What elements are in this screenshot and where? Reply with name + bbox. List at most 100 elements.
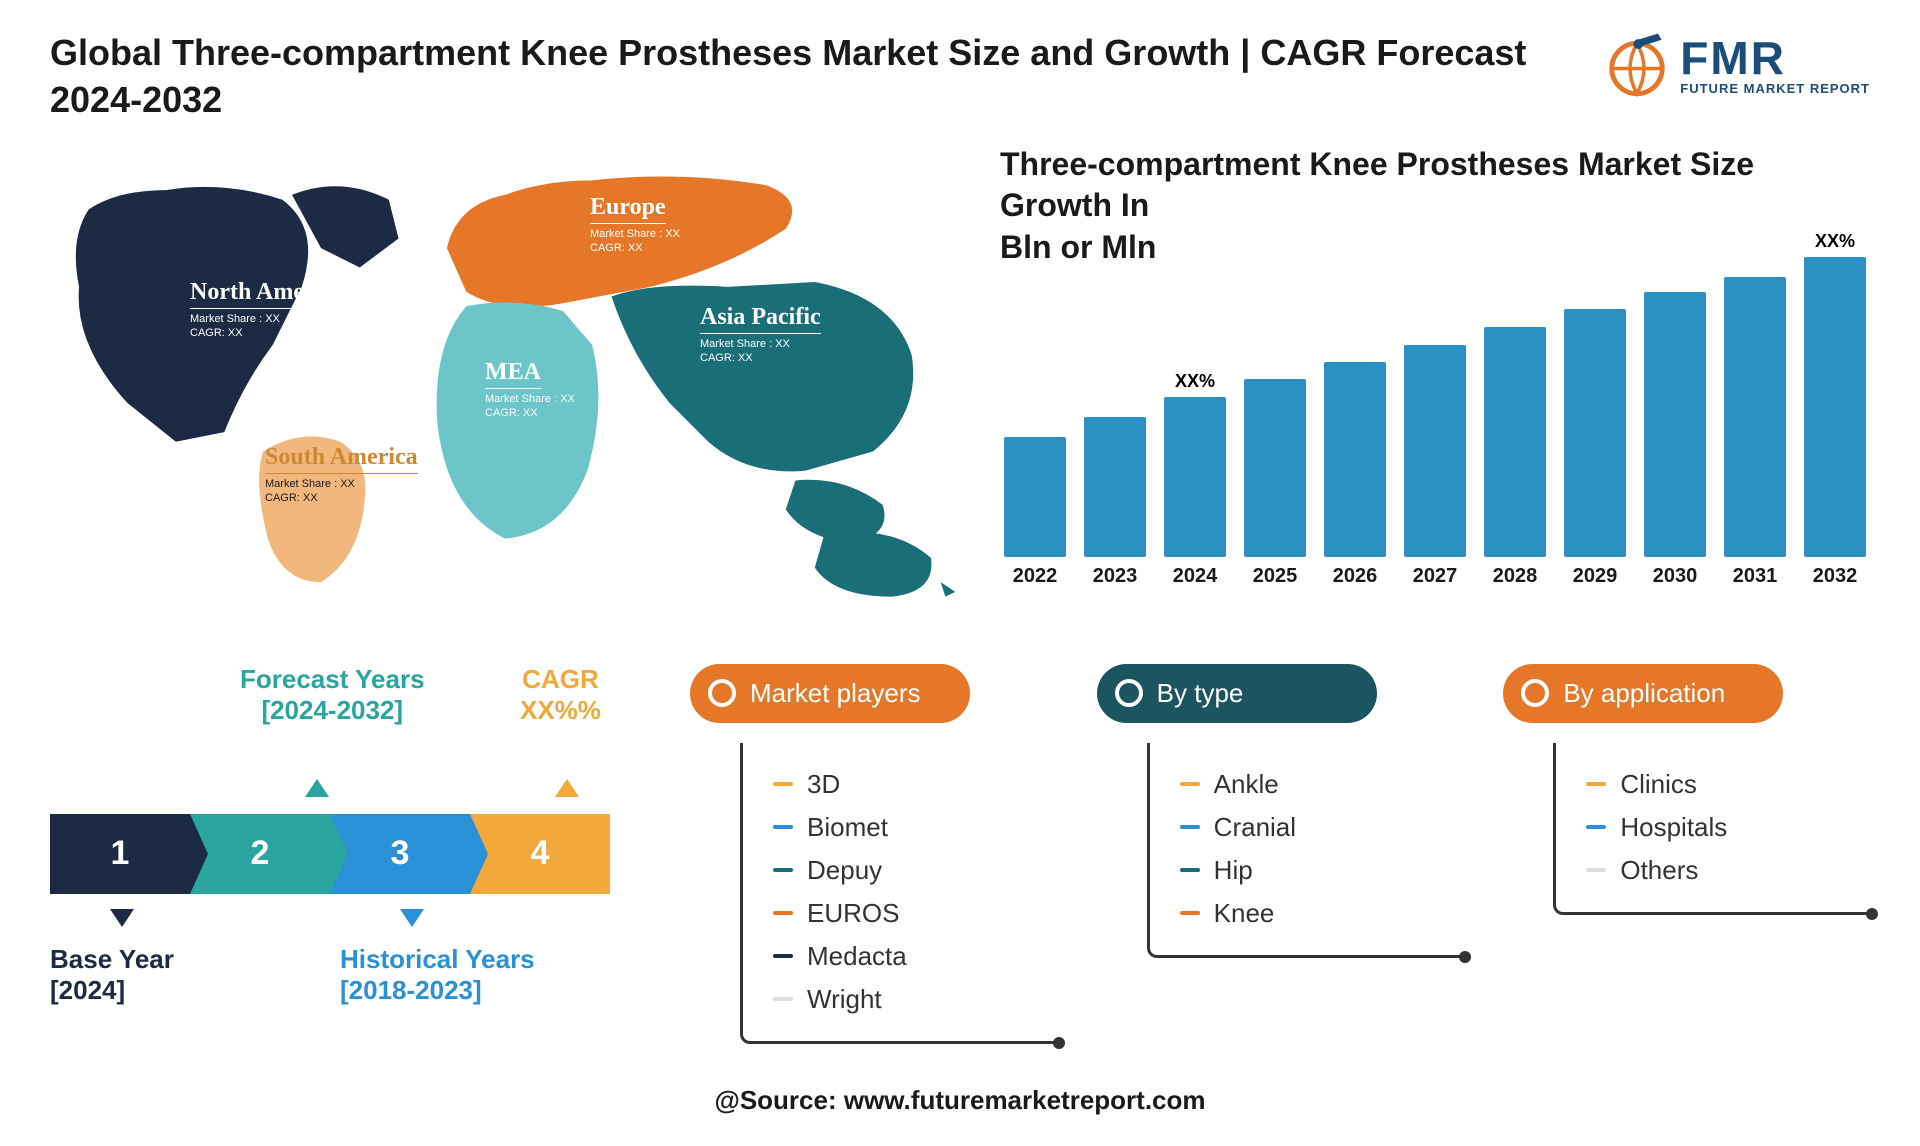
world-map: North America Market Share : XX CAGR: XX…	[50, 144, 960, 604]
region-mea: MEA Market Share : XX CAGR: XX	[485, 359, 575, 421]
category-item-label: Knee	[1214, 898, 1275, 929]
bar: XX%2024	[1164, 397, 1226, 588]
category-item: Others	[1586, 849, 1840, 892]
region-share: Market Share : XX	[590, 227, 680, 241]
bar-annotation: XX%	[1815, 231, 1855, 252]
tick-icon	[773, 782, 793, 786]
category-item-label: 3D	[807, 769, 840, 800]
bar-year-label: 2029	[1573, 565, 1618, 588]
arrow-up-icon	[305, 779, 329, 797]
base-year-label: Base Year [2024]	[50, 944, 174, 1006]
category-item-label: Medacta	[807, 941, 907, 972]
bar: 2030	[1644, 292, 1706, 588]
category-item: Hospitals	[1586, 806, 1840, 849]
bar-rect	[1644, 292, 1706, 557]
category-item: Medacta	[773, 935, 1027, 978]
category-item-label: Wright	[807, 984, 882, 1015]
category-item: Knee	[1180, 892, 1434, 935]
tick-icon	[1180, 868, 1200, 872]
tick-icon	[1586, 868, 1606, 872]
category-body: 3D Biomet Depuy EUROS Medacta Wright	[740, 743, 1057, 1044]
bar-rect	[1084, 417, 1146, 557]
bar: 2029	[1564, 309, 1626, 588]
timeline-segment: 1	[50, 814, 190, 894]
category-column: By type Ankle Cranial Hip Knee	[1097, 664, 1464, 1044]
timeline-segment: 2	[190, 814, 330, 894]
region-cagr: CAGR: XX	[265, 491, 418, 505]
category-header: By type	[1097, 664, 1377, 723]
region-title: Europe	[590, 194, 666, 224]
logo-subtext: FUTURE MARKET REPORT	[1680, 81, 1870, 96]
timeline-segment: 3	[330, 814, 470, 894]
tick-icon	[1180, 782, 1200, 786]
bar: 2031	[1724, 277, 1786, 588]
category-column: By applicationClinicsHospitalsOthers	[1503, 664, 1870, 1044]
category-item-label: Others	[1620, 855, 1698, 886]
globe-telescope-icon	[1602, 30, 1672, 100]
category-item: Cranial	[1180, 806, 1434, 849]
bar-rect	[1004, 437, 1066, 557]
tick-icon	[773, 825, 793, 829]
cagr-label: CAGR XX%%	[520, 664, 601, 726]
bar: 2023	[1084, 417, 1146, 588]
category-item-label: Hip	[1214, 855, 1253, 886]
region-north-america: North America Market Share : XX CAGR: XX	[190, 279, 344, 341]
region-title: North America	[190, 279, 344, 309]
category-item: Clinics	[1586, 763, 1840, 806]
bar-rect	[1564, 309, 1626, 557]
tick-icon	[773, 911, 793, 915]
historical-years-label: Historical Years [2018-2023]	[340, 944, 535, 1006]
bar-year-label: 2030	[1653, 565, 1698, 588]
category-item: Depuy	[773, 849, 1027, 892]
region-title: Asia Pacific	[700, 304, 821, 334]
bar-rect	[1804, 257, 1866, 557]
bar-year-label: 2024	[1173, 565, 1218, 588]
region-south-america: South America Market Share : XX CAGR: XX	[265, 444, 418, 506]
category-item: Ankle	[1180, 763, 1434, 806]
region-share: Market Share : XX	[265, 477, 418, 491]
tick-icon	[1180, 825, 1200, 829]
bar-year-label: 2032	[1813, 565, 1858, 588]
bar: 2027	[1404, 345, 1466, 588]
tick-icon	[1180, 911, 1200, 915]
bar: 2026	[1324, 362, 1386, 588]
bar-year-label: 2031	[1733, 565, 1778, 588]
bar: XX%2032	[1804, 257, 1866, 588]
region-cagr: CAGR: XX	[485, 406, 575, 420]
arrow-up-icon	[555, 779, 579, 797]
bar-rect	[1724, 277, 1786, 557]
category-item-label: Cranial	[1214, 812, 1296, 843]
region-cagr: CAGR: XX	[700, 351, 821, 365]
category-item-label: EUROS	[807, 898, 899, 929]
tick-icon	[773, 868, 793, 872]
source-text: @Source: www.futuremarketreport.com	[714, 1085, 1205, 1116]
category-item-label: Hospitals	[1620, 812, 1727, 843]
logo: FMR FUTURE MARKET REPORT	[1602, 30, 1870, 100]
bar: 2028	[1484, 327, 1546, 588]
category-item: Wright	[773, 978, 1027, 1021]
category-item-label: Biomet	[807, 812, 888, 843]
region-share: Market Share : XX	[485, 392, 575, 406]
page-title: Global Three-compartment Knee Prostheses…	[50, 30, 1550, 124]
bar-rect	[1164, 397, 1226, 557]
bar: 2025	[1244, 379, 1306, 588]
category-body: Clinics Hospitals Others	[1553, 743, 1870, 915]
tick-icon	[1586, 782, 1606, 786]
category-item: 3D	[773, 763, 1027, 806]
bar-rect	[1404, 345, 1466, 557]
bar-rect	[1324, 362, 1386, 557]
category-item-label: Depuy	[807, 855, 882, 886]
forecast-years-label: Forecast Years [2024-2032]	[240, 664, 425, 726]
bar-year-label: 2022	[1013, 565, 1058, 588]
category-item-label: Ankle	[1214, 769, 1279, 800]
region-share: Market Share : XX	[190, 312, 344, 326]
timeline: Forecast Years [2024-2032] CAGR XX%% 123…	[50, 664, 650, 1044]
category-header: Market players	[690, 664, 970, 723]
region-europe: Europe Market Share : XX CAGR: XX	[590, 194, 680, 256]
bar-rect	[1244, 379, 1306, 557]
bar-rect	[1484, 327, 1546, 557]
arrow-down-icon	[110, 909, 134, 927]
bar-annotation: XX%	[1175, 371, 1215, 392]
bar-year-label: 2023	[1093, 565, 1138, 588]
region-asia-pacific: Asia Pacific Market Share : XX CAGR: XX	[700, 304, 821, 366]
